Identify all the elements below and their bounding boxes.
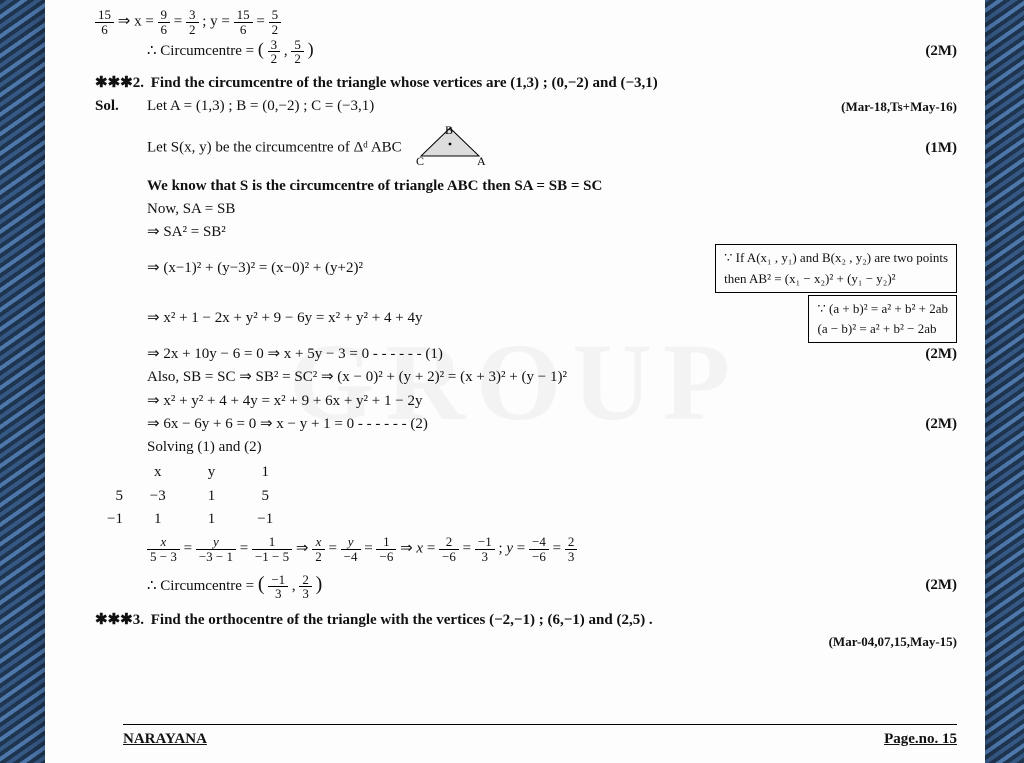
top-fraction-line: 156 ⇒ x = 96 = 32 ; y = 156 = 52 [95, 8, 957, 36]
marks-2m: (2M) [925, 40, 957, 63]
q2-ref: (Mar-18,Ts+May-16) [841, 97, 957, 117]
vertex-a: A [477, 154, 486, 166]
left-edge [0, 0, 48, 763]
circumcentre-top: ∴ Circumcentre = ( 32 , 52 ) (2M) [147, 36, 957, 66]
expand-line-2: ⇒ x² + 1 − 2x + y² + 9 − 6y = x² + y² + … [147, 295, 957, 343]
marks-2m-c: (2M) [925, 413, 957, 436]
expand-line-1: ⇒ (x−1)² + (y−3)² = (x−0)² + (y+2)² ∵ If… [147, 244, 957, 292]
question-3: ✱✱✱3. Find the orthocentre of the triang… [95, 609, 957, 632]
marks-1m: (1M) [925, 137, 957, 160]
q3-ref: (Mar-04,07,15,May-15) [95, 632, 957, 652]
vertex-c: C [416, 154, 424, 166]
question-2: ✱✱✱2. Find the circumcentre of the trian… [95, 72, 957, 95]
eq1-line: ⇒ 2x + 10y − 6 = 0 ⇒ x + 5y − 3 = 0 - - … [147, 343, 957, 366]
let-s-line: Let S(x, y) be the circumcentre of Δᵈ AB… [147, 122, 957, 174]
also-line: Also, SB = SC ⇒ SB² = SC² ⇒ (x − 0)² + (… [147, 366, 957, 389]
footer-right: Page.no. 15 [884, 728, 957, 751]
frac-15-6: 156 [95, 8, 114, 36]
page: GROUP 156 ⇒ x = 96 = 32 ; y = 156 = 52 ∴… [45, 0, 985, 763]
we-know: We know that S is the circumcentre of tr… [147, 178, 602, 194]
solving-label: Solving (1) and (2) [147, 436, 957, 459]
expand-line-4: ⇒ x² + y² + 4 + 4y = x² + 9 + 6x + y² + … [147, 390, 957, 413]
formula-box-sq: ∵ (a + b)² = a² + b² + 2ab (a − b)² = a²… [808, 295, 957, 343]
page-footer: NARAYANA Page.no. 15 [123, 724, 957, 751]
circumcentre-result: ∴ Circumcentre = ( −13 , 23 ) (2M) [147, 569, 957, 601]
footer-left: NARAYANA [123, 728, 207, 751]
triangle-icon: C B A [411, 122, 489, 174]
sa2-sb2: ⇒ SA² = SB² [147, 221, 957, 244]
cross-mult-table: x y 1 5 −3 1 5 −1 1 1 −1 [95, 461, 957, 531]
formula-box-dist: ∵ If A(x₁ , y₁) and B(x₂ , y₂) are two p… [715, 244, 957, 292]
q2-sol-line: Sol.Let A = (1,3) ; B = (0,−2) ; C = (−3… [95, 95, 957, 118]
marks-2m-b: (2M) [925, 343, 957, 366]
now-sa-sb: Now, SA = SB [147, 198, 957, 221]
eq2-line: ⇒ 6x − 6y + 6 = 0 ⇒ x − y + 1 = 0 - - - … [147, 413, 957, 436]
marks-2m-d: (2M) [925, 574, 957, 597]
chain-fractions: x5 − 3 = y−3 − 1 = 1−1 − 5 ⇒ x2 = y−4 = … [147, 535, 957, 563]
vertex-b: B [445, 123, 453, 137]
